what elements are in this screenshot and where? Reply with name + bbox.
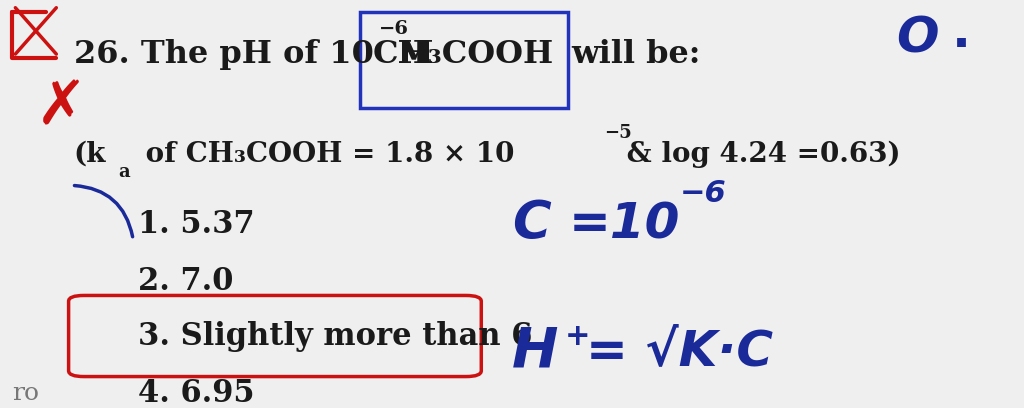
Text: CH₃COOH: CH₃COOH [372,39,554,70]
Text: H: H [512,324,558,379]
Text: ✗: ✗ [36,79,87,137]
Text: 2. 7.0: 2. 7.0 [138,266,233,297]
Text: (k: (k [74,141,106,168]
Text: −5: −5 [604,124,632,142]
Text: M: M [397,39,433,70]
Text: ·: · [952,22,972,70]
Text: 4. 6.95: 4. 6.95 [138,379,255,408]
Text: −6: −6 [680,179,727,208]
Text: ro: ro [12,382,39,406]
Text: will be:: will be: [571,39,700,70]
Text: 3. Slightly more than 6: 3. Slightly more than 6 [138,321,532,352]
Text: =10: =10 [568,200,680,248]
Text: of CH₃COOH = 1.8 × 10: of CH₃COOH = 1.8 × 10 [136,141,515,168]
Text: = √K·C: = √K·C [586,328,773,375]
Text: 1. 5.37: 1. 5.37 [138,208,255,239]
Bar [360,11,568,108]
Text: +: + [565,322,591,350]
Text: & log 4.24 =0.63): & log 4.24 =0.63) [617,141,901,168]
Text: O: O [896,15,939,62]
Text: 26. The pH of 10: 26. The pH of 10 [74,39,374,70]
Text: −6: −6 [379,20,409,38]
Text: a: a [118,163,129,181]
Text: C: C [512,198,551,250]
